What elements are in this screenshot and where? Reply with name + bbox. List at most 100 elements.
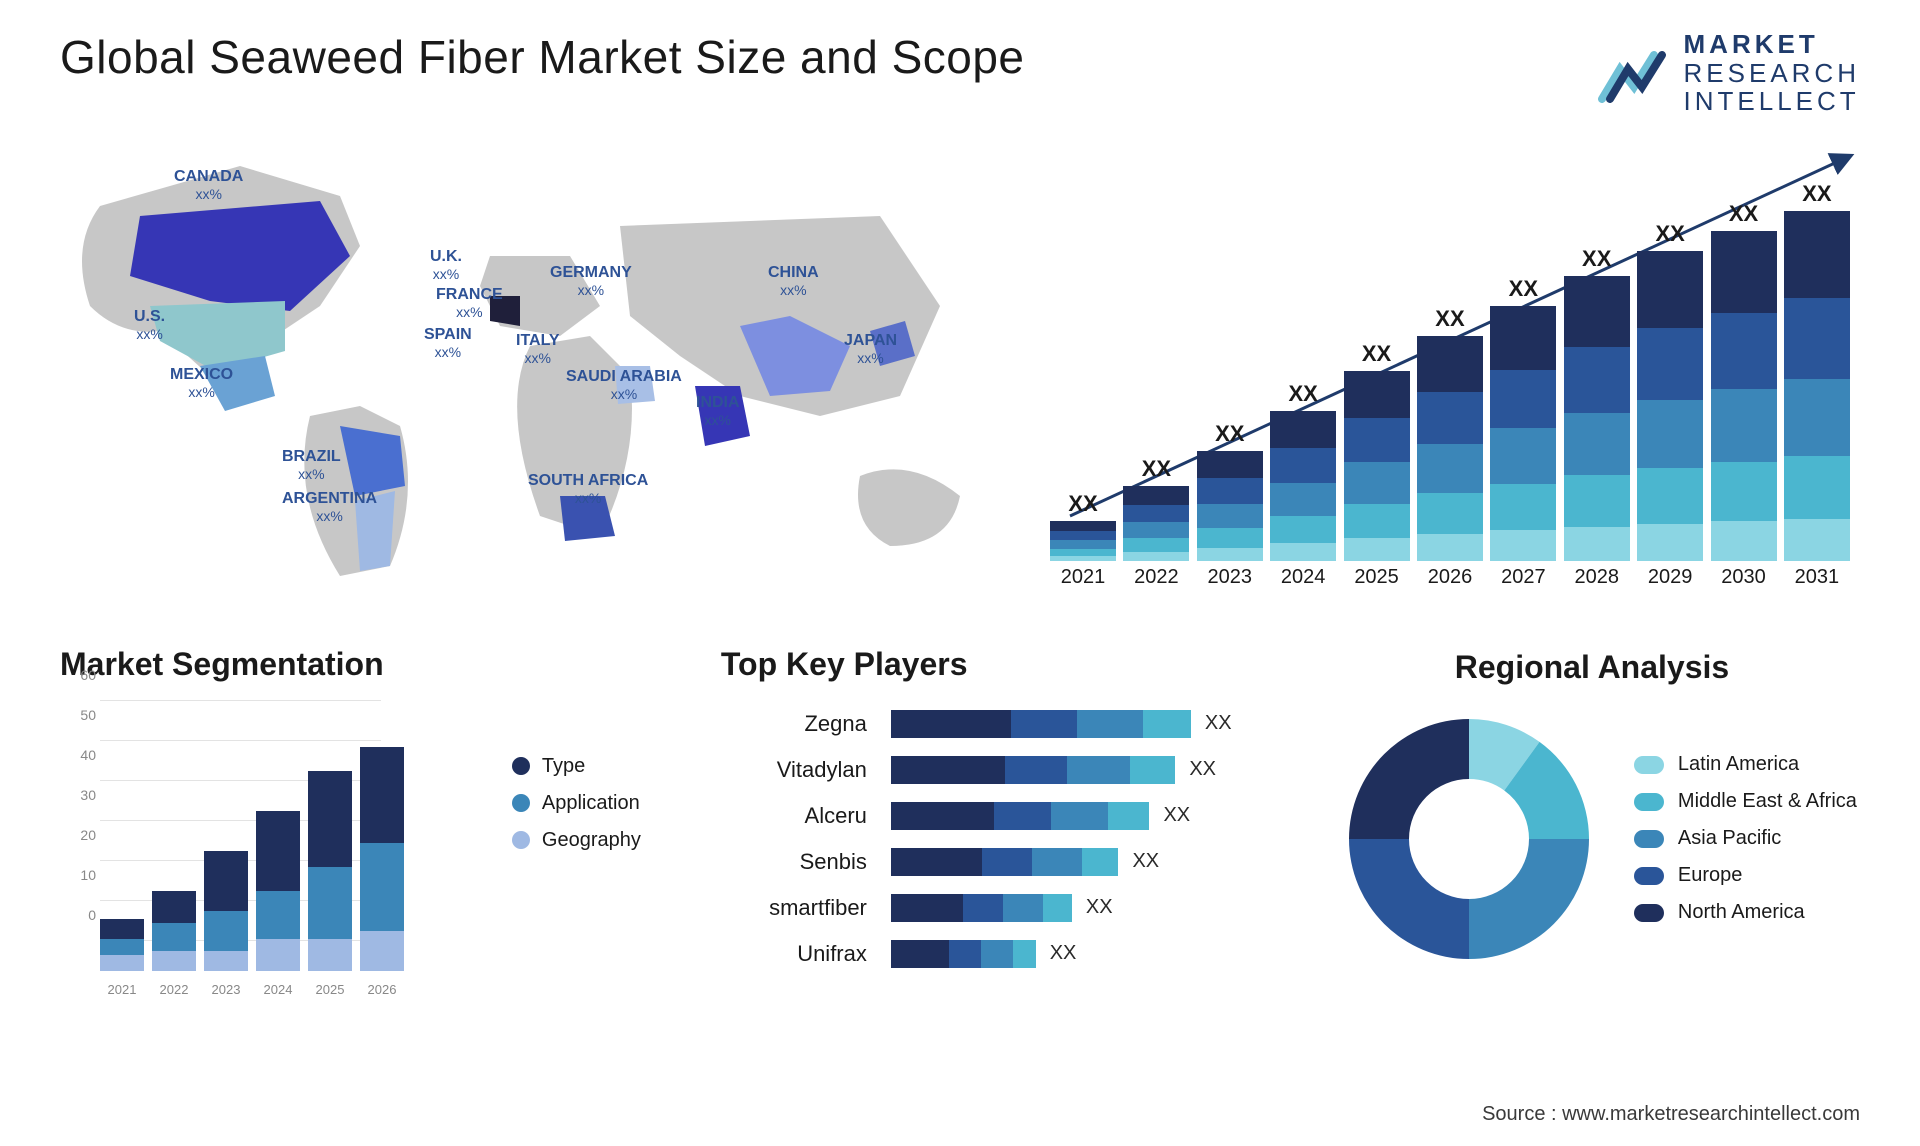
- player-name: Zegna: [721, 711, 891, 737]
- map-label: BRAZILxx%: [282, 448, 341, 482]
- bar-x-label: 2024: [1281, 566, 1326, 589]
- bar-segment: [1050, 531, 1116, 540]
- bar-segment: [1050, 556, 1116, 561]
- legend-item: Application: [512, 792, 641, 815]
- bar-segment: [1490, 306, 1556, 370]
- map-label: INDIAxx%: [696, 394, 740, 428]
- bar-segment: [1270, 516, 1336, 543]
- bar-segment: [891, 710, 1011, 738]
- bar-segment: [1011, 710, 1077, 738]
- bar-segment: [1784, 379, 1850, 456]
- legend-item: North America: [1634, 901, 1857, 924]
- legend-item: Middle East & Africa: [1634, 790, 1857, 813]
- segmentation-bar: 2021: [100, 919, 144, 971]
- bar-x-label: 2028: [1574, 566, 1619, 589]
- bar-segment: [1032, 848, 1082, 876]
- bar-segment: [256, 939, 300, 971]
- bar-segment: [1123, 552, 1189, 561]
- top-row: CANADAxx%U.S.xx%MEXICOxx%BRAZILxx%ARGENT…: [60, 146, 1860, 586]
- bar-segment: [360, 843, 404, 931]
- bar-segment: [1077, 710, 1143, 738]
- bar-segment: [1123, 538, 1189, 552]
- bar-segment: [1051, 802, 1108, 830]
- player-bar: [891, 802, 1150, 830]
- player-row: smartfiberXX: [721, 885, 1314, 931]
- players-chart: ZegnaXXVitadylanXXAlceruXXSenbisXXsmartf…: [721, 701, 1314, 977]
- bar-segment: [1197, 528, 1263, 548]
- player-value: XX: [1163, 804, 1190, 827]
- map-label: SPAINxx%: [424, 326, 472, 360]
- bar-x-label: 2022: [1134, 566, 1179, 589]
- map-label: SOUTH AFRICAxx%: [528, 472, 648, 506]
- legend-item: Asia Pacific: [1634, 827, 1857, 850]
- bar-segment: [1082, 848, 1118, 876]
- bar-segment: [1637, 400, 1703, 468]
- bar-value-label: XX: [1802, 181, 1831, 207]
- forecast-bar: XX2031: [1784, 211, 1850, 561]
- bar-segment: [891, 894, 963, 922]
- bar-segment: [1050, 540, 1116, 549]
- bar-segment: [1711, 462, 1777, 521]
- bar-segment: [1564, 276, 1630, 347]
- bar-segment: [1344, 538, 1410, 561]
- forecast-bar: XX2025: [1344, 371, 1410, 561]
- bar-segment: [1197, 548, 1263, 561]
- map-label: CHINAxx%: [768, 264, 819, 298]
- bar-segment: [891, 940, 949, 968]
- bar-x-label: 2031: [1795, 566, 1840, 589]
- player-value: XX: [1189, 758, 1216, 781]
- header: Global Seaweed Fiber Market Size and Sco…: [60, 30, 1860, 116]
- bar-value-label: XX: [1142, 456, 1171, 482]
- player-row: UnifraxXX: [721, 931, 1314, 977]
- bar-value-label: XX: [1582, 246, 1611, 272]
- bar-segment: [1197, 451, 1263, 479]
- segmentation-bar: 2026: [360, 747, 404, 971]
- map-label: ARGENTINAxx%: [282, 490, 377, 524]
- regional-section: Regional Analysis Latin AmericaMiddle Ea…: [1334, 646, 1860, 977]
- bar-segment: [1784, 456, 1850, 519]
- axis-tick: 30: [80, 787, 96, 803]
- donut-slice: [1469, 839, 1589, 959]
- forecast-chart: XX2021XX2022XX2023XX2024XX2025XX2026XX20…: [1040, 146, 1860, 586]
- bar-segment: [1270, 411, 1336, 449]
- bar-segment: [1344, 462, 1410, 504]
- bar-segment: [1005, 756, 1068, 784]
- world-map: CANADAxx%U.S.xx%MEXICOxx%BRAZILxx%ARGENT…: [60, 146, 1020, 576]
- forecast-bar: XX2027: [1490, 306, 1556, 561]
- bar-value-label: XX: [1729, 201, 1758, 227]
- bar-x-label: 2021: [1061, 566, 1106, 589]
- bar-segment: [308, 771, 352, 867]
- logo-text: MARKET RESEARCH INTELLECT: [1684, 30, 1860, 116]
- player-bar: [891, 894, 1072, 922]
- bar-segment: [100, 939, 144, 955]
- donut-slice: [1349, 839, 1469, 959]
- bar-segment: [256, 811, 300, 891]
- bar-segment: [1013, 940, 1036, 968]
- bar-segment: [1637, 524, 1703, 561]
- axis-tick: 60: [80, 667, 96, 683]
- bar-segment: [1130, 756, 1176, 784]
- bottom-row: Market Segmentation 0102030405060 202120…: [60, 646, 1860, 977]
- player-row: AlceruXX: [721, 793, 1314, 839]
- bar-segment: [1344, 371, 1410, 419]
- regional-donut: [1334, 704, 1604, 974]
- forecast-bar: XX2024: [1270, 411, 1336, 561]
- map-label: U.S.xx%: [134, 308, 165, 342]
- bar-segment: [981, 940, 1013, 968]
- bar-segment: [1417, 444, 1483, 494]
- bar-value-label: XX: [1068, 491, 1097, 517]
- players-section: Top Key Players ZegnaXXVitadylanXXAlceru…: [721, 646, 1314, 977]
- bar-segment: [1344, 504, 1410, 538]
- bar-segment: [1197, 504, 1263, 528]
- bar-segment: [1784, 298, 1850, 379]
- player-value: XX: [1132, 850, 1159, 873]
- bar-segment: [1564, 475, 1630, 526]
- bar-segment: [1417, 392, 1483, 444]
- bar-x-label: 2026: [368, 982, 397, 997]
- axis-tick: 50: [80, 707, 96, 723]
- bar-segment: [891, 848, 982, 876]
- bar-segment: [1123, 522, 1189, 539]
- bar-segment: [1711, 389, 1777, 462]
- bar-segment: [994, 802, 1051, 830]
- bar-segment: [152, 951, 196, 971]
